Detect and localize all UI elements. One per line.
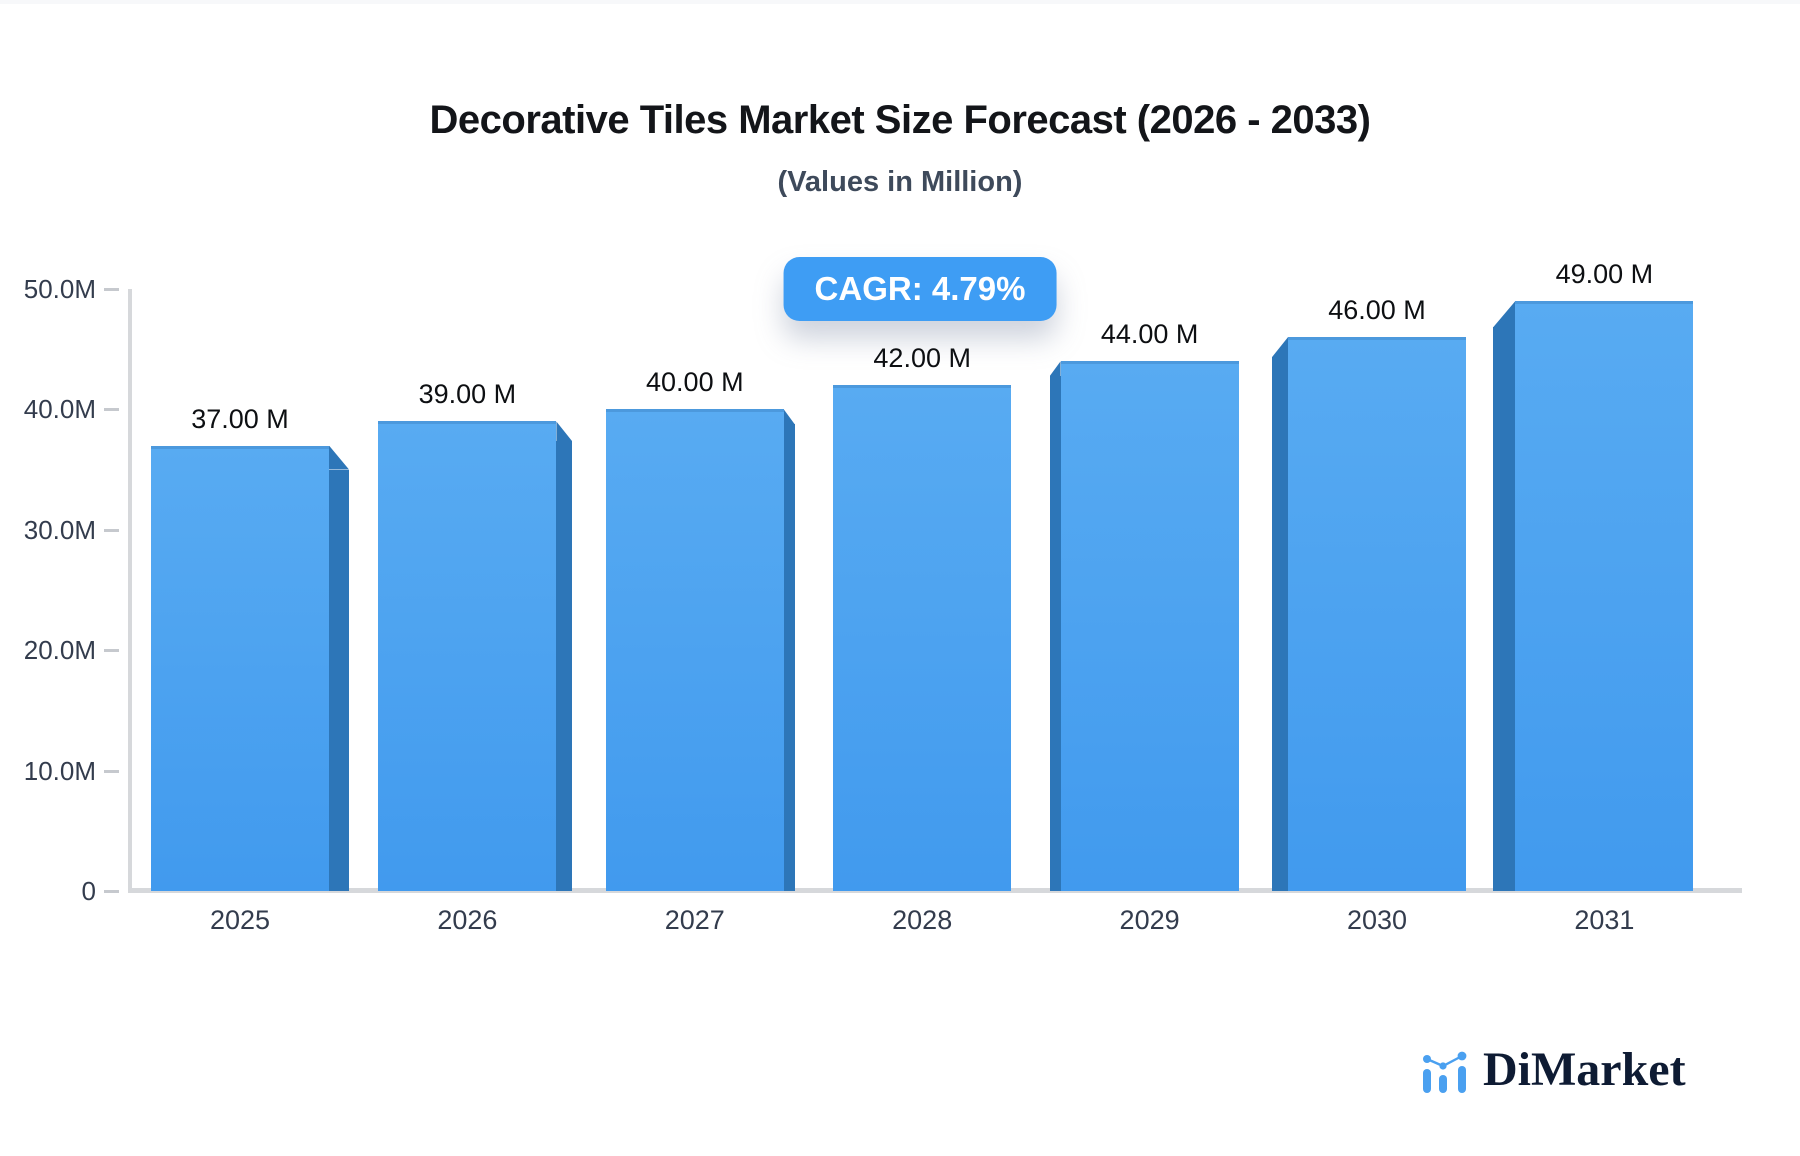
x-axis-year-label: 2030 [1346, 905, 1408, 935]
y-axis-tick-label: 40.0M [23, 394, 96, 425]
y-axis-tick-mark [104, 288, 119, 291]
bar-2029 [1049, 361, 1239, 891]
y-axis-tick-label: 10.0M [23, 755, 96, 786]
bar-2027 [605, 409, 795, 891]
bar-body-2026[interactable] [378, 421, 557, 891]
y-axis-tick-label: 50.0M [23, 274, 96, 304]
dimarket-logo: DiMarket [1420, 1046, 1686, 1096]
bar-3d-bevel [1272, 337, 1288, 358]
chart-subtitle: (Values in Million) [777, 166, 1023, 198]
bar-3d-side [329, 469, 349, 891]
x-axis-year-label: 2027 [664, 905, 725, 935]
bar-3d-side [1493, 327, 1516, 891]
bar-body-2029[interactable] [1060, 361, 1239, 891]
x-axis-year-label: 2028 [892, 905, 953, 935]
x-axis-year-label: 2026 [437, 905, 498, 935]
bar-3d-bevel [783, 409, 795, 425]
bar-body-2031[interactable] [1515, 301, 1694, 891]
x-axis-year-label: 2031 [1574, 905, 1635, 935]
y-axis-tick-mark [104, 408, 119, 412]
y-axis-tick-mark [104, 528, 119, 532]
bar-3d-side [556, 441, 573, 891]
bar-3d-side [1272, 357, 1288, 891]
y-axis-tick-mark [104, 649, 119, 653]
bar-3d-side [783, 424, 795, 891]
bar-value-label: 44.00 M [1100, 319, 1199, 350]
bar-body-2025[interactable] [151, 445, 329, 891]
bar-body-2027[interactable] [605, 409, 784, 891]
bar-value-label: 40.00 M [646, 367, 744, 398]
dimarket-logo-text: DiMarket [1483, 1043, 1686, 1096]
x-axis-year-label: 2025 [209, 905, 271, 935]
y-axis-tick-mark [104, 890, 119, 893]
bar-3d-bevel [556, 421, 573, 442]
bar-3d-bevel [1493, 301, 1516, 328]
bar-body-2028[interactable] [833, 385, 1012, 891]
bar-2026 [378, 421, 573, 891]
bar-2028 [833, 385, 1012, 891]
y-axis-tick-mark [104, 769, 119, 773]
x-axis-year-label: 2029 [1119, 905, 1180, 935]
y-axis-tick-label: 0 [81, 876, 96, 906]
bar-3d-bevel [329, 445, 349, 470]
bar-3d-side [1049, 376, 1061, 891]
bar-2030 [1272, 337, 1466, 891]
mini-bar-chart-icon [1423, 1051, 1467, 1093]
bar-value-label: 46.00 M [1328, 295, 1426, 326]
bar-2031 [1493, 301, 1694, 891]
y-axis-line [128, 289, 132, 893]
bar-body-2030[interactable] [1288, 337, 1466, 891]
chart-title: Decorative Tiles Market Size Forecast (2… [429, 98, 1371, 142]
bar-value-label: 39.00 M [418, 379, 517, 410]
bar-value-label: 37.00 M [191, 403, 289, 434]
y-axis-tick-label: 30.0M [23, 514, 96, 545]
bar-3d-bevel [1049, 361, 1061, 377]
bar-value-label: 42.00 M [873, 343, 971, 374]
bar-value-label: 49.00 M [1555, 259, 1654, 290]
cagr-badge: CAGR: 4.79% [783, 257, 1057, 321]
y-axis-tick-label: 20.0M [23, 635, 96, 666]
bar-2025 [151, 445, 349, 891]
